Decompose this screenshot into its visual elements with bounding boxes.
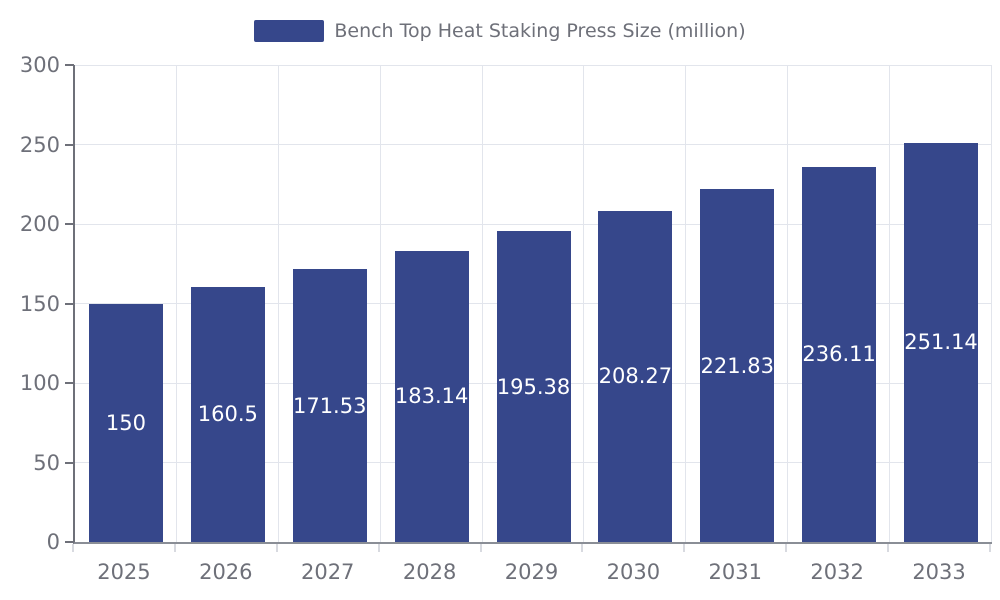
bar[interactable] — [904, 142, 979, 542]
bar[interactable] — [292, 269, 367, 542]
y-tick-label: 250 — [19, 132, 60, 157]
x-tick-mark — [683, 544, 685, 552]
x-tick-label: 2026 — [199, 560, 253, 584]
x-tick-mark — [785, 544, 787, 552]
gridline-h — [75, 144, 992, 145]
y-tick-mark — [65, 382, 74, 384]
y-tick-mark — [65, 461, 74, 464]
x-tick-mark — [989, 544, 991, 552]
x-tick-mark — [480, 544, 482, 552]
bar[interactable] — [190, 286, 265, 542]
bar[interactable] — [496, 231, 571, 542]
x-tick-mark — [581, 544, 583, 552]
bar[interactable] — [88, 303, 163, 542]
x-tick-label: 2032 — [810, 560, 864, 584]
x-tick-label: 2029 — [504, 560, 559, 584]
bar[interactable] — [598, 210, 673, 542]
y-tick-mark — [65, 223, 74, 225]
gridline-v — [787, 65, 788, 542]
bar[interactable] — [802, 166, 877, 542]
gridline-v — [583, 65, 584, 542]
legend-label: Bench Top Heat Staking Press Size (milli… — [334, 20, 746, 42]
y-tick-mark — [65, 302, 74, 305]
legend-item[interactable]: Bench Top Heat Staking Press Size (milli… — [0, 18, 1000, 44]
gridline-v — [991, 65, 992, 542]
x-tick-mark — [174, 544, 176, 552]
x-tick-label: 2031 — [708, 560, 762, 584]
x-tick-label: 2027 — [300, 560, 355, 584]
y-tick-label: 50 — [33, 450, 60, 475]
y-tick-label: 200 — [19, 212, 60, 236]
y-tick-label: 150 — [19, 291, 60, 316]
y-tick-label: 0 — [46, 530, 60, 554]
x-tick-mark — [72, 544, 74, 552]
bar[interactable] — [394, 250, 469, 542]
x-tick-label: 2033 — [912, 560, 966, 584]
y-tick-mark — [65, 143, 74, 146]
x-tick-mark — [887, 544, 889, 552]
x-tick-mark — [378, 544, 380, 552]
y-tick-label: 100 — [19, 371, 60, 395]
gridline-h — [75, 223, 992, 225]
gridline-v — [685, 65, 686, 542]
x-tick-label: 2025 — [97, 560, 151, 584]
gridline-v — [889, 65, 890, 542]
legend-swatch-icon — [254, 20, 325, 42]
plot-area: 150 160.5 171.53 183.14 195.38 208.27 221.83 23… — [73, 64, 992, 544]
bar[interactable] — [700, 189, 775, 542]
gridline-v — [176, 65, 177, 542]
x-tick-label: 2028 — [402, 560, 457, 584]
gridline-v — [380, 65, 381, 542]
y-tick-mark — [65, 541, 74, 543]
gridline-v — [482, 65, 483, 542]
x-tick-label: 2030 — [606, 560, 661, 584]
y-tick-mark — [65, 64, 74, 66]
gridline-h — [75, 64, 992, 66]
gridline-v — [278, 65, 279, 542]
y-tick-label: 300 — [19, 53, 60, 77]
x-tick-mark — [276, 544, 278, 552]
